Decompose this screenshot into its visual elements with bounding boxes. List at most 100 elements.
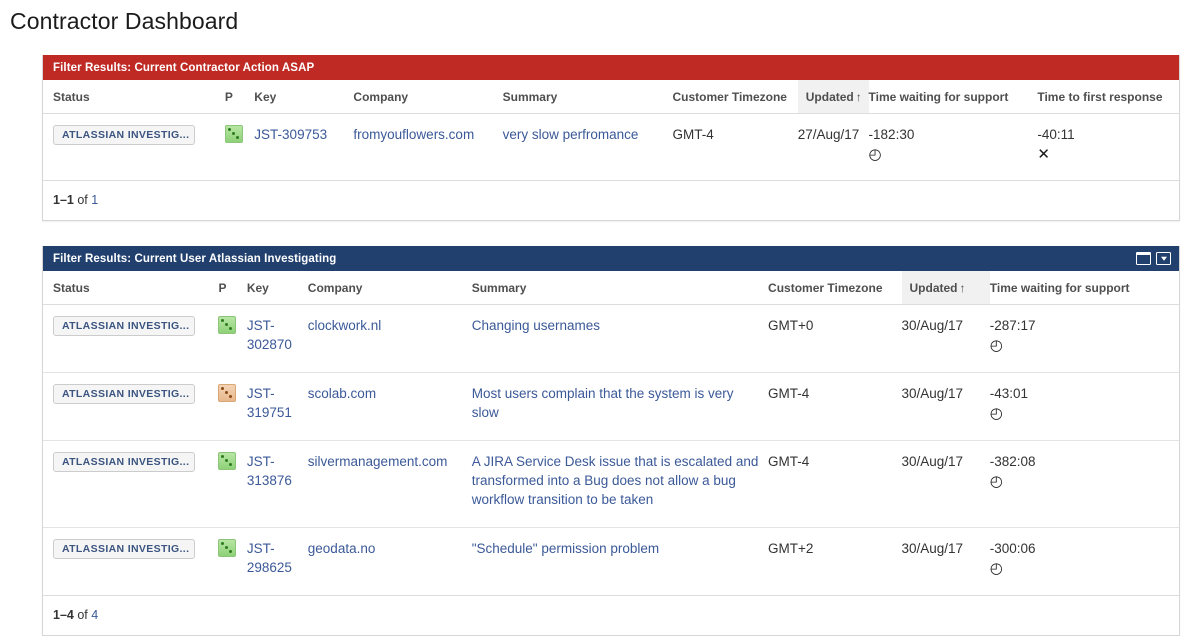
sort-ascending-icon: ↑ bbox=[959, 281, 966, 295]
column-header-label: Summary bbox=[471, 281, 527, 295]
column-header-p[interactable]: P bbox=[224, 80, 255, 114]
gadget-user-atlassian-investigating: Filter Results: Current User Atlassian I… bbox=[42, 246, 1180, 636]
cell-status: ATLASSIAN INVESTIG... bbox=[43, 113, 225, 181]
clock-icon: ◴ bbox=[989, 560, 1003, 577]
cell-priority bbox=[218, 372, 247, 441]
company-link[interactable]: silvermanagement.com bbox=[307, 454, 448, 469]
status-badge[interactable]: ATLASSIAN INVESTIG... bbox=[53, 316, 195, 336]
cell-time-waiting-for-support: -43:01 ◴ bbox=[989, 372, 1179, 441]
cell-updated: 30/Aug/17 bbox=[901, 527, 990, 596]
column-header-status[interactable]: Status bbox=[43, 271, 219, 305]
cell-priority bbox=[224, 113, 255, 181]
issue-key-link[interactable]: JST-302870 bbox=[246, 318, 292, 352]
column-header-label: Customer Timezone bbox=[768, 281, 883, 295]
company-link[interactable]: geodata.no bbox=[307, 541, 376, 556]
gadget-title: Filter Results: Current User Atlassian I… bbox=[53, 252, 337, 265]
cell-key: JST-302870 bbox=[246, 304, 308, 373]
pagination-footer: 1–1 of 1 bbox=[43, 181, 1179, 220]
issue-summary-link[interactable]: Most users complain that the system is v… bbox=[471, 386, 734, 420]
column-header-time-to-first-response[interactable]: Time to first response bbox=[1037, 80, 1179, 114]
cell-summary: Changing usernames bbox=[471, 304, 769, 373]
cell-status: ATLASSIAN INVESTIG... bbox=[43, 304, 219, 373]
issue-summary-link[interactable]: A JIRA Service Desk issue that is escala… bbox=[471, 454, 759, 507]
cell-company: clockwork.nl bbox=[307, 304, 472, 373]
cell-priority bbox=[218, 527, 247, 596]
column-header-label: Key bbox=[254, 90, 277, 104]
cell-key: JST-313876 bbox=[246, 440, 308, 528]
cell-time-waiting-for-support: -287:17 ◴ bbox=[989, 304, 1179, 373]
status-badge[interactable]: ATLASSIAN INVESTIG... bbox=[53, 452, 195, 472]
issue-summary-link[interactable]: Changing usernames bbox=[471, 318, 601, 333]
issue-key-link[interactable]: JST-313876 bbox=[246, 454, 292, 488]
company-link[interactable]: clockwork.nl bbox=[307, 318, 382, 333]
gadget-title: Filter Results: Current Contractor Actio… bbox=[53, 61, 315, 74]
priority-low-icon[interactable] bbox=[224, 125, 243, 143]
column-header-label: Company bbox=[353, 90, 409, 104]
issue-summary-link[interactable]: very slow perfromance bbox=[502, 127, 639, 142]
column-header-company[interactable]: Company bbox=[353, 80, 503, 114]
cell-time-waiting-for-support: -300:06 ◴ bbox=[989, 527, 1179, 596]
issue-key-link[interactable]: JST-298625 bbox=[246, 541, 292, 575]
gadget-header: Filter Results: Current User Atlassian I… bbox=[43, 246, 1179, 271]
pagination-total-count[interactable]: 1 bbox=[91, 193, 99, 207]
gadget-contractor-action-asap: Filter Results: Current Contractor Actio… bbox=[42, 55, 1180, 221]
gadget-header: Filter Results: Current Contractor Actio… bbox=[43, 55, 1179, 80]
sla-value: -40:11 bbox=[1037, 127, 1075, 142]
status-badge[interactable]: ATLASSIAN INVESTIG... bbox=[53, 125, 195, 145]
column-header-time-waiting-for-support[interactable]: Time waiting for support bbox=[868, 80, 1038, 114]
priority-low-icon[interactable] bbox=[218, 539, 237, 557]
clock-icon: ◴ bbox=[989, 405, 1003, 422]
cell-updated: 30/Aug/17 bbox=[901, 372, 990, 441]
issue-summary-link[interactable]: "Schedule" permission problem bbox=[471, 541, 660, 556]
column-header-label: Time waiting for support bbox=[868, 90, 1009, 104]
cell-summary: "Schedule" permission problem bbox=[471, 527, 769, 596]
table-row: ATLASSIAN INVESTIG... JST-319751 scolab.co… bbox=[43, 372, 1179, 441]
cell-priority bbox=[218, 304, 247, 373]
status-badge[interactable]: ATLASSIAN INVESTIG... bbox=[53, 539, 195, 559]
column-header-company[interactable]: Company bbox=[307, 271, 472, 305]
sla-value: -382:08 bbox=[989, 454, 1036, 469]
dropdown-icon[interactable] bbox=[1156, 252, 1171, 265]
column-header-label: Updated bbox=[805, 90, 854, 104]
issue-key-link[interactable]: JST-309753 bbox=[254, 127, 328, 142]
column-header-time-waiting-for-support[interactable]: Time waiting for support bbox=[989, 271, 1179, 305]
table-header-row: Status P Key Company Summary Customer Timezon… bbox=[43, 271, 1179, 305]
pagination-of-label: of bbox=[77, 608, 88, 622]
cell-key: JST-298625 bbox=[246, 527, 308, 596]
cell-key: JST-319751 bbox=[246, 372, 308, 441]
status-badge[interactable]: ATLASSIAN INVESTIG... bbox=[53, 384, 195, 404]
cell-company: scolab.com bbox=[307, 372, 472, 441]
column-header-p[interactable]: P bbox=[218, 271, 247, 305]
cell-customer-timezone: GMT-4 bbox=[768, 440, 902, 528]
pagination-total-count[interactable]: 4 bbox=[91, 608, 99, 622]
cell-summary: Most users complain that the system is v… bbox=[471, 372, 769, 441]
sla-value: -287:17 bbox=[989, 318, 1036, 333]
column-header-summary[interactable]: Summary bbox=[471, 271, 769, 305]
column-header-label: Time waiting for support bbox=[989, 281, 1130, 295]
priority-low-icon[interactable] bbox=[218, 452, 237, 470]
column-header-customer-timezone[interactable]: Customer Timezone bbox=[768, 271, 902, 305]
minimize-icon[interactable] bbox=[1135, 251, 1152, 265]
column-header-customer-timezone[interactable]: Customer Timezone bbox=[672, 80, 798, 114]
column-header-updated[interactable]: Updated ↑ bbox=[901, 271, 990, 305]
column-header-status[interactable]: Status bbox=[43, 80, 225, 114]
dashboard-gadgets: Filter Results: Current Contractor Actio… bbox=[0, 55, 1188, 636]
company-link[interactable]: scolab.com bbox=[307, 386, 377, 401]
cell-updated: 27/Aug/17 bbox=[797, 113, 869, 181]
pagination-of-label: of bbox=[77, 193, 88, 207]
company-link[interactable]: fromyouflowers.com bbox=[353, 127, 475, 142]
cell-time-waiting-for-support: -382:08 ◴ bbox=[989, 440, 1179, 528]
column-header-key[interactable]: Key bbox=[246, 271, 308, 305]
column-header-key[interactable]: Key bbox=[254, 80, 354, 114]
gadget-header-icons bbox=[1135, 251, 1171, 265]
cell-priority bbox=[218, 440, 247, 528]
issue-table: Status P Key Company Summary Customer Timezon… bbox=[43, 271, 1179, 596]
issue-key-link[interactable]: JST-319751 bbox=[246, 386, 292, 420]
priority-low-icon[interactable] bbox=[218, 316, 237, 334]
table-header-row: Status P Key Company Summary Customer Timezon… bbox=[43, 80, 1179, 114]
column-header-updated[interactable]: Updated ↑ bbox=[797, 80, 869, 114]
priority-medium-icon[interactable] bbox=[218, 384, 237, 402]
cell-company: fromyouflowers.com bbox=[353, 113, 503, 181]
page-title: Contractor Dashboard bbox=[10, 8, 239, 34]
column-header-summary[interactable]: Summary bbox=[502, 80, 673, 114]
